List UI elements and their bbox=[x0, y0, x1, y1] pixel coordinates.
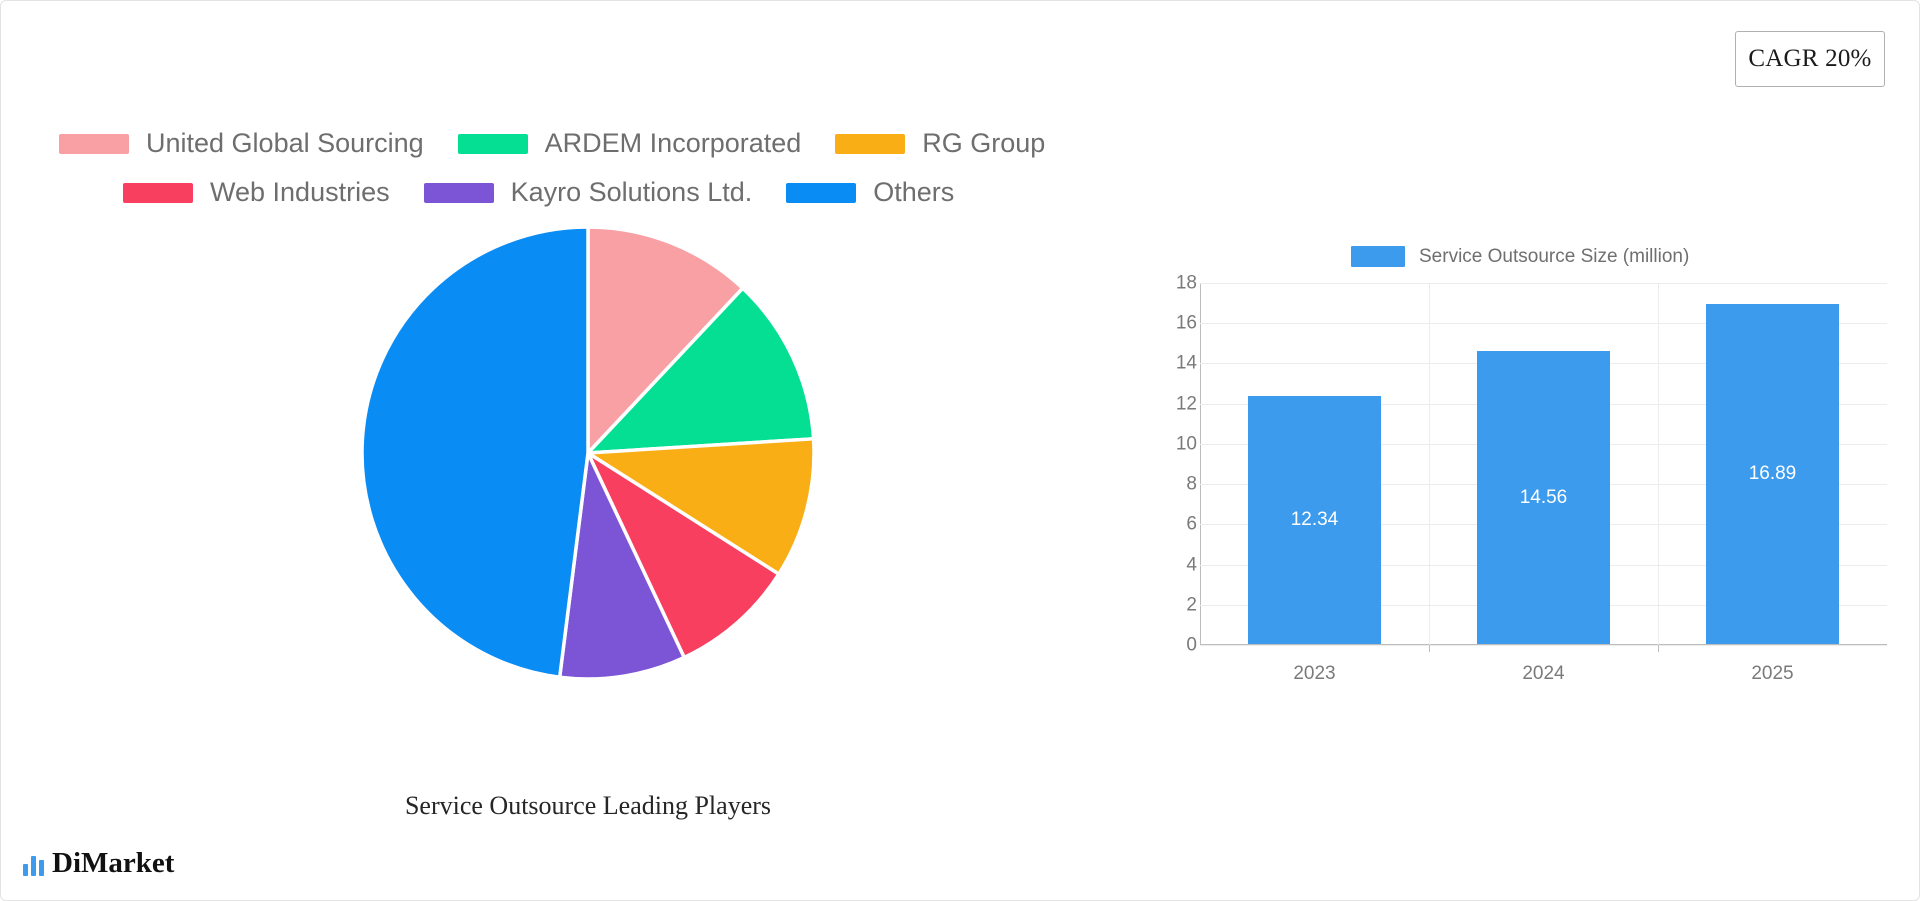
pie-chart-title: Service Outsource Leading Players bbox=[404, 791, 772, 820]
legend-label-united-global-sourcing: United Global Sourcing bbox=[146, 128, 424, 158]
y-axis-tick-label: 12 bbox=[1175, 393, 1197, 415]
pie-slice[interactable] bbox=[360, 225, 590, 680]
pie-chart-svg bbox=[360, 225, 816, 681]
brand-logo: DiMarket bbox=[23, 847, 175, 880]
y-axis-tick-label: 6 bbox=[1186, 513, 1197, 535]
pie-chart[interactable] bbox=[263, 223, 913, 683]
pie-slice[interactable] bbox=[586, 225, 746, 458]
bar-chart-logo-icon bbox=[23, 854, 44, 876]
y-axis-tick-label: 10 bbox=[1175, 433, 1197, 455]
bar[interactable]: 12.34 bbox=[1248, 395, 1381, 644]
bar-chart[interactable]: Service Outsource Size (million) 18 16 14 1… bbox=[1151, 246, 1891, 683]
legend-item-rg-group[interactable]: RG Group bbox=[835, 130, 1045, 157]
y-axis-tick-label: 2 bbox=[1186, 594, 1197, 616]
cagr-badge: CAGR 20% bbox=[1735, 31, 1885, 87]
x-axis-tick-label: 2023 bbox=[1293, 663, 1336, 684]
y-axis-tick-label: 4 bbox=[1186, 554, 1197, 576]
y-axis-tick-label: 14 bbox=[1175, 352, 1197, 374]
legend-swatch-kayro-solutions-ltd bbox=[423, 182, 494, 203]
pie-slice-group bbox=[360, 225, 816, 681]
x-axis-tick-label: 2024 bbox=[1522, 663, 1565, 684]
bar-value-label: 16.89 bbox=[1748, 463, 1797, 485]
x-axis-line bbox=[1200, 644, 1887, 645]
bar-chart-legend[interactable]: Service Outsource Size (million) bbox=[1351, 246, 1689, 267]
legend-item-web-industries[interactable]: Web Industries bbox=[123, 179, 390, 206]
category-divider bbox=[1429, 283, 1430, 645]
legend-label-kayro-solutions-ltd: Kayro Solutions Ltd. bbox=[510, 177, 753, 207]
y-axis-tick-label: 0 bbox=[1186, 634, 1197, 656]
legend-label-ardem-incorporated: ARDEM Incorporated bbox=[544, 128, 802, 158]
x-axis-tickmark bbox=[1658, 645, 1659, 652]
pie-legend-row-1: United Global Sourcing ARDEM Incorporate… bbox=[59, 119, 1119, 168]
bar[interactable]: 14.56 bbox=[1477, 351, 1610, 644]
pie-legend-row-2: Web Industries Kayro Solutions Ltd. Othe… bbox=[59, 168, 1119, 217]
cagr-badge-label: CAGR 20% bbox=[1748, 45, 1872, 72]
x-axis-tick-label: 2025 bbox=[1751, 663, 1794, 684]
y-axis-tick-label: 18 bbox=[1175, 272, 1197, 294]
y-axis-line bbox=[1200, 283, 1201, 645]
legend-swatch-web-industries bbox=[123, 182, 193, 203]
legend-item-others[interactable]: Others bbox=[786, 179, 954, 206]
brand-logo-text: DiMarket bbox=[52, 847, 175, 880]
gridline bbox=[1200, 645, 1887, 646]
category-divider bbox=[1658, 283, 1659, 645]
pie-slice[interactable] bbox=[557, 446, 687, 681]
legend-swatch-others bbox=[786, 182, 857, 203]
legend-item-united-global-sourcing[interactable]: United Global Sourcing bbox=[59, 130, 424, 157]
pie-slice[interactable] bbox=[583, 285, 816, 456]
legend-swatch-rg-group bbox=[835, 133, 906, 154]
pie-slice[interactable] bbox=[582, 436, 816, 577]
legend-label-service-outsource-size: Service Outsource Size (million) bbox=[1419, 246, 1690, 267]
y-axis-tick-label: 16 bbox=[1175, 312, 1197, 334]
gridline bbox=[1200, 283, 1887, 284]
legend-label-others: Others bbox=[873, 177, 955, 207]
gridline bbox=[1200, 323, 1887, 325]
legend-label-rg-group: RG Group bbox=[922, 128, 1046, 158]
pie-legend: United Global Sourcing ARDEM Incorporate… bbox=[59, 119, 1119, 217]
y-axis-tick-label: 8 bbox=[1186, 473, 1197, 495]
legend-swatch-service-outsource-size bbox=[1351, 246, 1405, 267]
legend-label-web-industries: Web Industries bbox=[210, 177, 390, 207]
x-axis-tickmark bbox=[1429, 645, 1430, 652]
legend-item-kayro-solutions-ltd[interactable]: Kayro Solutions Ltd. bbox=[423, 177, 753, 207]
legend-item-ardem-incorporated[interactable]: ARDEM Incorporated bbox=[457, 128, 802, 158]
pie-slice[interactable] bbox=[583, 448, 782, 660]
bar[interactable]: 16.89 bbox=[1706, 304, 1839, 644]
legend-swatch-united-global-sourcing bbox=[59, 133, 129, 154]
bar-chart-plot-area: 18 16 14 12 10 8 6 4 2 0 12.34 14.56 16.89 2023 2024… bbox=[1176, 274, 1887, 683]
bar-value-label: 12.34 bbox=[1290, 508, 1339, 530]
legend-swatch-ardem-incorporated bbox=[457, 133, 528, 154]
bar-value-label: 14.56 bbox=[1519, 486, 1568, 508]
